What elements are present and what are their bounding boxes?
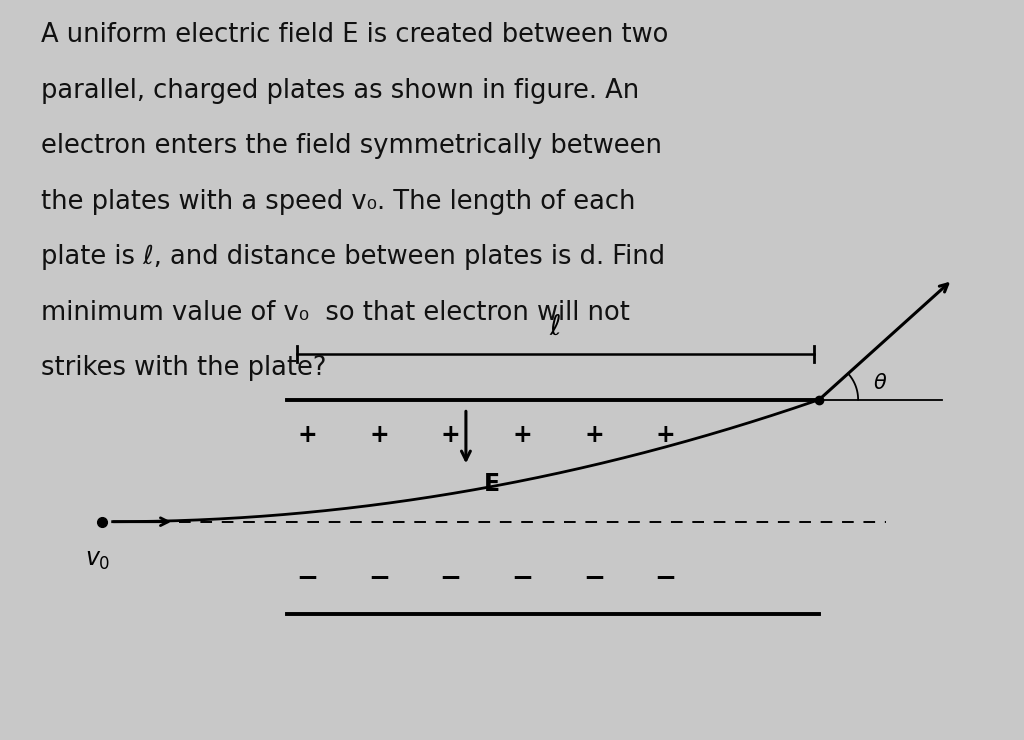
Text: electron enters the field symmetrically between: electron enters the field symmetrically … [41,133,662,159]
Text: $\ell$: $\ell$ [550,312,561,340]
Text: A uniform electric field E is created between two: A uniform electric field E is created be… [41,22,669,48]
Text: −: − [439,565,462,592]
Text: parallel, charged plates as shown in figure. An: parallel, charged plates as shown in fig… [41,78,639,104]
Text: +: + [297,423,317,447]
Text: plate is ℓ, and distance between plates is d. Find: plate is ℓ, and distance between plates … [41,244,665,270]
Text: −: − [296,565,318,592]
Text: +: + [512,423,532,447]
Text: $\theta$: $\theta$ [872,373,887,393]
Text: −: − [583,565,605,592]
Text: the plates with a speed v₀. The length of each: the plates with a speed v₀. The length o… [41,189,636,215]
Text: −: − [654,565,677,592]
Text: +: + [369,423,389,447]
Text: $v_0$: $v_0$ [85,548,110,571]
Text: +: + [584,423,604,447]
Text: strikes with the plate?: strikes with the plate? [41,355,327,381]
Text: E: E [484,472,501,496]
Text: −: − [511,565,534,592]
Text: +: + [655,423,676,447]
Text: +: + [440,423,461,447]
Text: minimum value of v₀  so that electron will not: minimum value of v₀ so that electron wil… [41,300,630,326]
Text: −: − [368,565,390,592]
